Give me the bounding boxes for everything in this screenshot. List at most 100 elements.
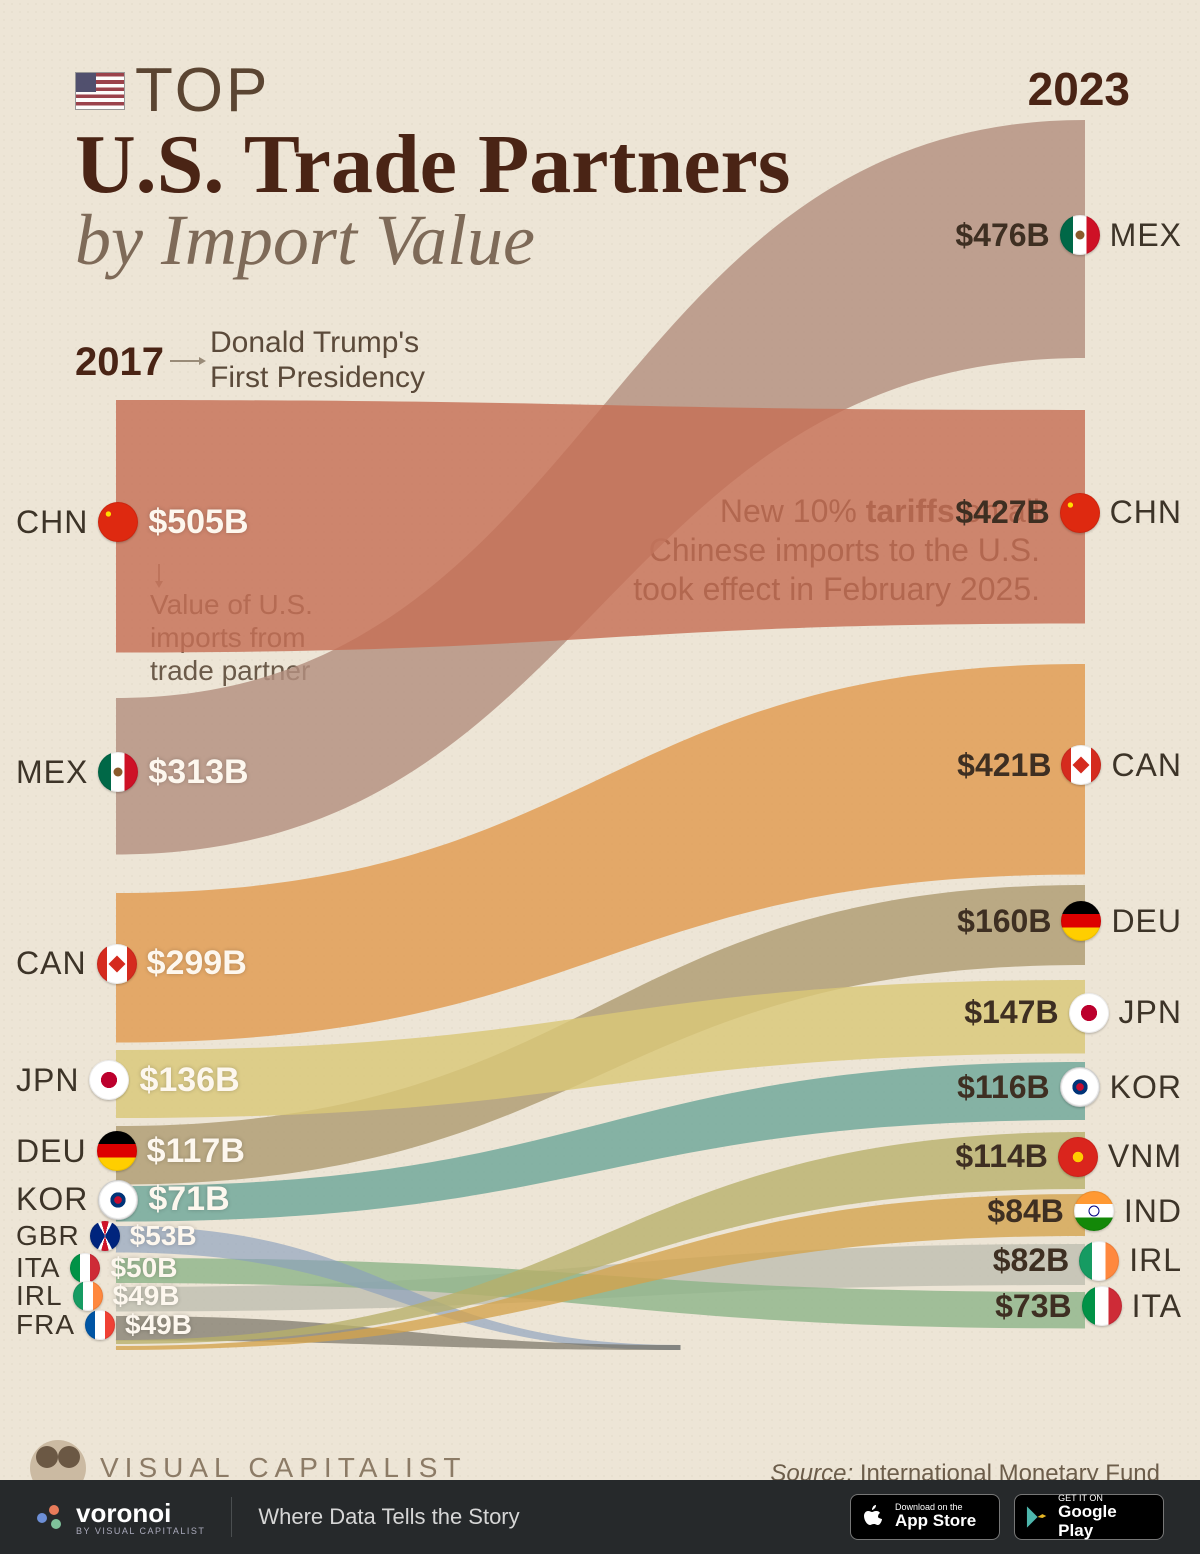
header: TOP U.S. Trade Partners by Import Value bbox=[75, 55, 790, 282]
import-value: $421B bbox=[957, 747, 1051, 784]
flow-ribbon bbox=[116, 980, 1085, 1118]
flow-ribbon bbox=[116, 1226, 681, 1350]
year-right: 2023 bbox=[1028, 62, 1130, 116]
flag-icon-deu bbox=[97, 1131, 137, 1171]
flag-icon-ita bbox=[70, 1253, 100, 1283]
flow-ribbon bbox=[116, 1258, 1085, 1329]
country-code: DEU bbox=[1111, 903, 1182, 940]
flag-icon-irl bbox=[73, 1281, 103, 1311]
import-value: $299B bbox=[147, 944, 247, 983]
footer-tagline: Where Data Tells the Story bbox=[258, 1504, 519, 1530]
flag-icon-ita bbox=[1082, 1286, 1122, 1326]
flow-ribbon bbox=[116, 664, 1085, 1043]
import-value: $116B bbox=[957, 1069, 1050, 1106]
country-code: FRA bbox=[16, 1309, 75, 1341]
country-code: KOR bbox=[1110, 1069, 1182, 1106]
import-value: $136B bbox=[139, 1061, 239, 1100]
arrow-icon bbox=[170, 360, 204, 362]
us-flag-icon bbox=[75, 72, 125, 110]
flow-ribbon bbox=[116, 1244, 1085, 1312]
import-value: $73B bbox=[995, 1288, 1072, 1325]
right-row-can: $421BCAN bbox=[957, 745, 1182, 785]
flow-ribbon bbox=[116, 1316, 681, 1350]
country-code: CAN bbox=[16, 945, 87, 982]
flag-icon-vnm bbox=[1058, 1137, 1098, 1177]
left-row-mex: MEX$313B bbox=[16, 752, 249, 792]
callout-pre: New 10% bbox=[720, 493, 866, 529]
appstore-big: App Store bbox=[895, 1512, 976, 1531]
left-row-chn: CHN $505B bbox=[16, 502, 249, 542]
flag-icon-fra bbox=[85, 1310, 115, 1340]
right-row-ita: $73B ITA bbox=[995, 1286, 1182, 1326]
import-value: $50B bbox=[110, 1252, 177, 1284]
flag-icon-can bbox=[1061, 745, 1101, 785]
country-code: JPN bbox=[1119, 994, 1182, 1031]
google-play-icon bbox=[1025, 1504, 1048, 1530]
footer-logo-sub: BY VISUAL CAPITALIST bbox=[76, 1526, 205, 1536]
import-value: $476B bbox=[955, 217, 1049, 254]
country-code: KOR bbox=[16, 1181, 88, 1218]
left-row-ita: ITA $50B bbox=[16, 1252, 177, 1284]
left-row-can: CAN $299B bbox=[16, 944, 247, 984]
country-code: IRL bbox=[16, 1280, 63, 1312]
left-row-irl: IRL$49B bbox=[16, 1280, 180, 1312]
arrow-down-icon bbox=[158, 564, 160, 586]
flag-icon-mex bbox=[98, 752, 138, 792]
right-row-jpn: $147B JPN bbox=[964, 993, 1182, 1033]
country-code: CHN bbox=[16, 504, 88, 541]
flag-icon-ind bbox=[1074, 1191, 1114, 1231]
flow-ribbon bbox=[116, 1194, 1085, 1350]
flag-icon-jpn bbox=[89, 1060, 129, 1100]
title-top: TOP bbox=[135, 56, 270, 125]
year-left: 2017 bbox=[75, 340, 164, 385]
flow-ribbon bbox=[116, 885, 1085, 1185]
country-code: MEX bbox=[16, 754, 88, 791]
apple-icon bbox=[861, 1503, 885, 1531]
import-value: $427B bbox=[955, 494, 1049, 531]
footer-logo-text: voronoi bbox=[76, 1498, 171, 1528]
import-value: $147B bbox=[964, 994, 1058, 1031]
import-value: $82B bbox=[993, 1242, 1070, 1279]
right-row-deu: $160B DEU bbox=[957, 901, 1182, 941]
import-value: $49B bbox=[125, 1309, 192, 1341]
flow-ribbon bbox=[116, 1062, 1085, 1222]
left-row-gbr: GBR$53B bbox=[16, 1220, 197, 1252]
left-row-fra: FRA $49B bbox=[16, 1309, 192, 1341]
right-row-irl: $82BIRL bbox=[993, 1241, 1182, 1281]
flag-icon-irl bbox=[1079, 1241, 1119, 1281]
google-play-button[interactable]: GET IT ONGoogle Play bbox=[1014, 1494, 1164, 1540]
import-value: $160B bbox=[957, 903, 1051, 940]
page-root: TOP U.S. Trade Partners by Import Value … bbox=[0, 0, 1200, 1554]
country-code: IND bbox=[1124, 1193, 1182, 1230]
import-value: $117B bbox=[147, 1132, 245, 1171]
import-value: $114B bbox=[955, 1138, 1048, 1175]
right-row-chn: $427B CHN bbox=[955, 493, 1182, 533]
flag-icon-kor bbox=[98, 1180, 138, 1220]
right-row-vnm: $114B VNM bbox=[955, 1137, 1182, 1177]
app-store-button[interactable]: Download on theApp Store bbox=[850, 1494, 1000, 1540]
flag-icon-kor bbox=[1060, 1067, 1100, 1107]
left-row-deu: DEU$117B bbox=[16, 1131, 245, 1171]
left-row-jpn: JPN $136B bbox=[16, 1060, 240, 1100]
country-code: ITA bbox=[16, 1252, 60, 1284]
import-value: $505B bbox=[148, 503, 248, 542]
flag-icon-mex bbox=[1060, 215, 1100, 255]
country-code: CHN bbox=[1110, 494, 1182, 531]
country-code: MEX bbox=[1110, 217, 1182, 254]
footer-bar: voronoi BY VISUAL CAPITALIST Where Data … bbox=[0, 1480, 1200, 1554]
value-annotation: Value of U.S.imports fromtrade partner bbox=[150, 588, 313, 687]
country-code: VNM bbox=[1108, 1138, 1182, 1175]
country-code: JPN bbox=[16, 1062, 79, 1099]
callout-bold: tariffs bbox=[866, 493, 955, 529]
store-buttons: Download on theApp Store GET IT ONGoogle… bbox=[850, 1494, 1164, 1540]
voronoi-icon bbox=[36, 1502, 66, 1532]
left-row-kor: KOR$71B bbox=[16, 1180, 230, 1220]
right-row-ind: $84B IND bbox=[987, 1191, 1182, 1231]
right-row-mex: $476B MEX bbox=[955, 215, 1182, 255]
annotation-2017: Donald Trump'sFirst Presidency bbox=[210, 326, 425, 395]
play-big: Google Play bbox=[1058, 1503, 1153, 1540]
voronoi-logo: voronoi BY VISUAL CAPITALIST bbox=[36, 1497, 232, 1537]
country-code: ITA bbox=[1132, 1288, 1182, 1325]
import-value: $84B bbox=[987, 1193, 1064, 1230]
flag-icon-chn bbox=[98, 502, 138, 542]
